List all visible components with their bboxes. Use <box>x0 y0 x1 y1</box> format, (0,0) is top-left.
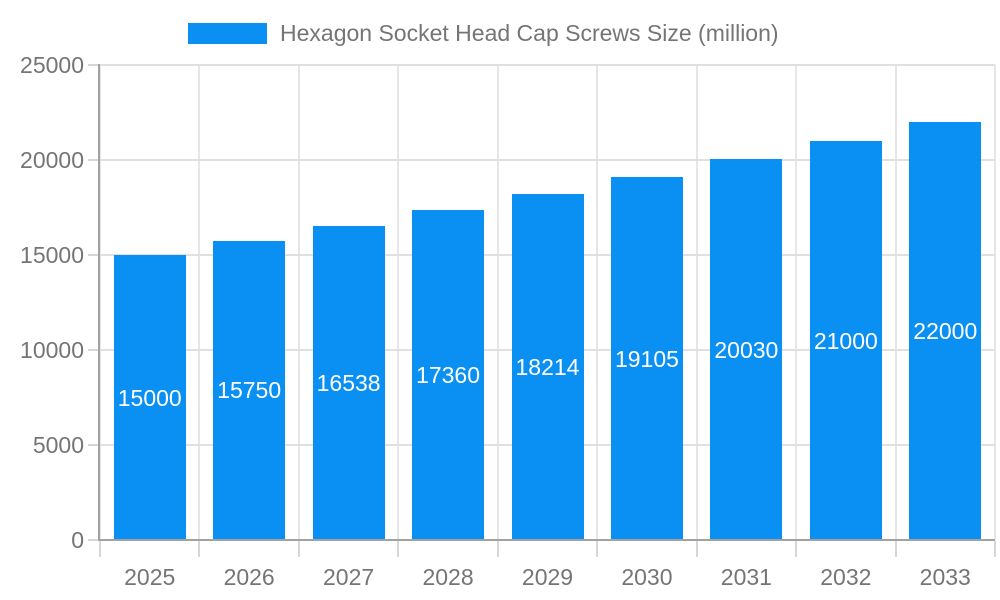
y-tick-label: 5000 <box>32 432 84 458</box>
y-axis-tick <box>88 444 100 446</box>
x-axis-tick <box>795 541 798 557</box>
y-axis-tick <box>88 349 100 351</box>
bar-value-label: 15000 <box>117 384 182 411</box>
x-tick-label: 2027 <box>323 564 375 590</box>
h-gridline <box>100 159 995 161</box>
v-gridline <box>397 65 400 540</box>
x-axis-tick <box>198 541 201 557</box>
x-axis-tick <box>596 541 599 557</box>
v-gridline <box>695 65 698 540</box>
x-axis-tick <box>397 541 400 557</box>
x-axis-tick <box>994 541 996 557</box>
bar[interactable] <box>511 193 584 540</box>
y-axis-tick <box>88 159 100 161</box>
bar-value-label: 18214 <box>515 353 580 380</box>
x-tick-label: 2025 <box>124 564 176 590</box>
bar[interactable] <box>909 122 982 540</box>
v-gridline <box>496 65 499 540</box>
x-axis-tick <box>695 541 698 557</box>
x-axis-tick <box>297 541 300 557</box>
bar[interactable] <box>113 255 186 540</box>
bar[interactable] <box>809 141 882 540</box>
y-tick-label: 25000 <box>20 52 84 78</box>
x-axis-tick <box>894 541 897 557</box>
y-tick-label: 15000 <box>20 242 84 268</box>
v-gridline <box>99 65 101 540</box>
bar-value-label: 16538 <box>316 369 381 396</box>
bar[interactable] <box>213 240 286 540</box>
bar[interactable] <box>412 210 485 540</box>
bar[interactable] <box>610 177 683 540</box>
y-tick-label: 0 <box>71 527 84 553</box>
y-axis-tick <box>88 539 100 541</box>
x-tick-label: 2032 <box>820 564 872 590</box>
bar-value-label: 17360 <box>416 362 481 389</box>
y-tick-label: 10000 <box>20 337 84 363</box>
legend-label: Hexagon Socket Head Cap Screws Size (mil… <box>280 20 779 46</box>
bar[interactable] <box>312 225 385 540</box>
bar-value-label: 15750 <box>217 377 282 404</box>
legend: Hexagon Socket Head Cap Screws Size (mil… <box>188 20 779 47</box>
x-axis-tick <box>99 541 101 557</box>
v-gridline <box>994 65 996 540</box>
v-gridline <box>596 65 599 540</box>
legend-swatch-icon <box>188 23 267 44</box>
v-gridline <box>198 65 201 540</box>
y-tick-label: 20000 <box>20 147 84 173</box>
y-axis-line <box>98 64 100 541</box>
y-axis-tick <box>88 64 100 66</box>
x-tick-label: 2033 <box>919 564 971 590</box>
bar-value-label: 19105 <box>614 345 679 372</box>
bar-value-label: 21000 <box>813 327 878 354</box>
v-gridline <box>894 65 897 540</box>
x-axis-tick <box>496 541 499 557</box>
v-gridline <box>795 65 798 540</box>
x-tick-label: 2028 <box>422 564 474 590</box>
bar-value-label: 22000 <box>913 318 978 344</box>
bar[interactable] <box>710 159 783 540</box>
x-tick-label: 2030 <box>621 564 673 590</box>
x-axis-line <box>98 539 995 541</box>
bar-value-label: 20030 <box>714 336 779 363</box>
y-axis-tick <box>88 254 100 256</box>
x-tick-label: 2026 <box>223 564 275 590</box>
x-tick-label: 2029 <box>521 564 574 590</box>
v-gridline <box>297 65 300 540</box>
x-tick-label: 2031 <box>720 564 772 590</box>
h-gridline <box>100 64 995 66</box>
